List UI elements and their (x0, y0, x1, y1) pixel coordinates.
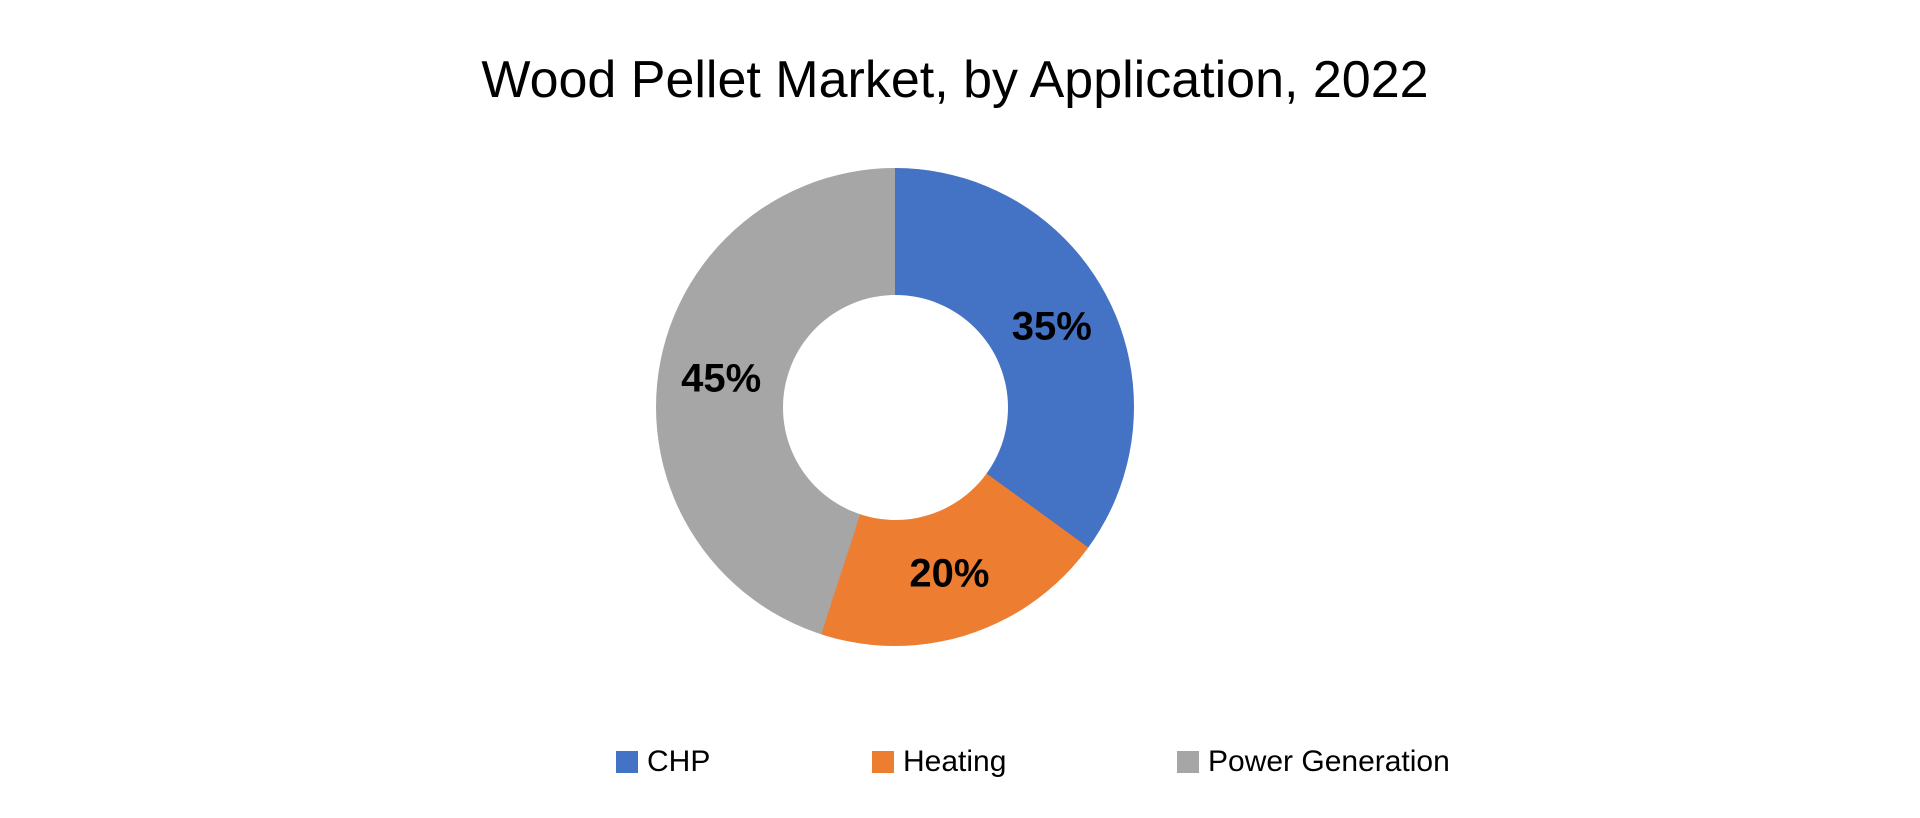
data-label-heating: 20% (909, 551, 990, 596)
legend-swatch-heating-icon (872, 751, 894, 773)
donut-hole (782, 294, 1008, 520)
legend-swatch-chp-icon (616, 751, 638, 773)
chart-title: Wood Pellet Market, by Application, 2022 (481, 51, 1429, 109)
donut-chart: 35% 20% 45% (656, 168, 1134, 646)
legend-item-power-generation: Power Generation (1177, 744, 1450, 780)
legend-swatch-power-generation-icon (1177, 751, 1199, 773)
data-label-power-generation: 45% (681, 356, 762, 401)
legend-label-chp: CHP (647, 745, 711, 778)
legend-item-heating: Heating (872, 744, 1006, 780)
legend-item-chp: CHP (616, 744, 710, 780)
legend-label-power-generation: Power Generation (1208, 745, 1450, 778)
legend-label-heating: Heating (903, 745, 1007, 778)
data-label-chp: 35% (1011, 304, 1092, 349)
